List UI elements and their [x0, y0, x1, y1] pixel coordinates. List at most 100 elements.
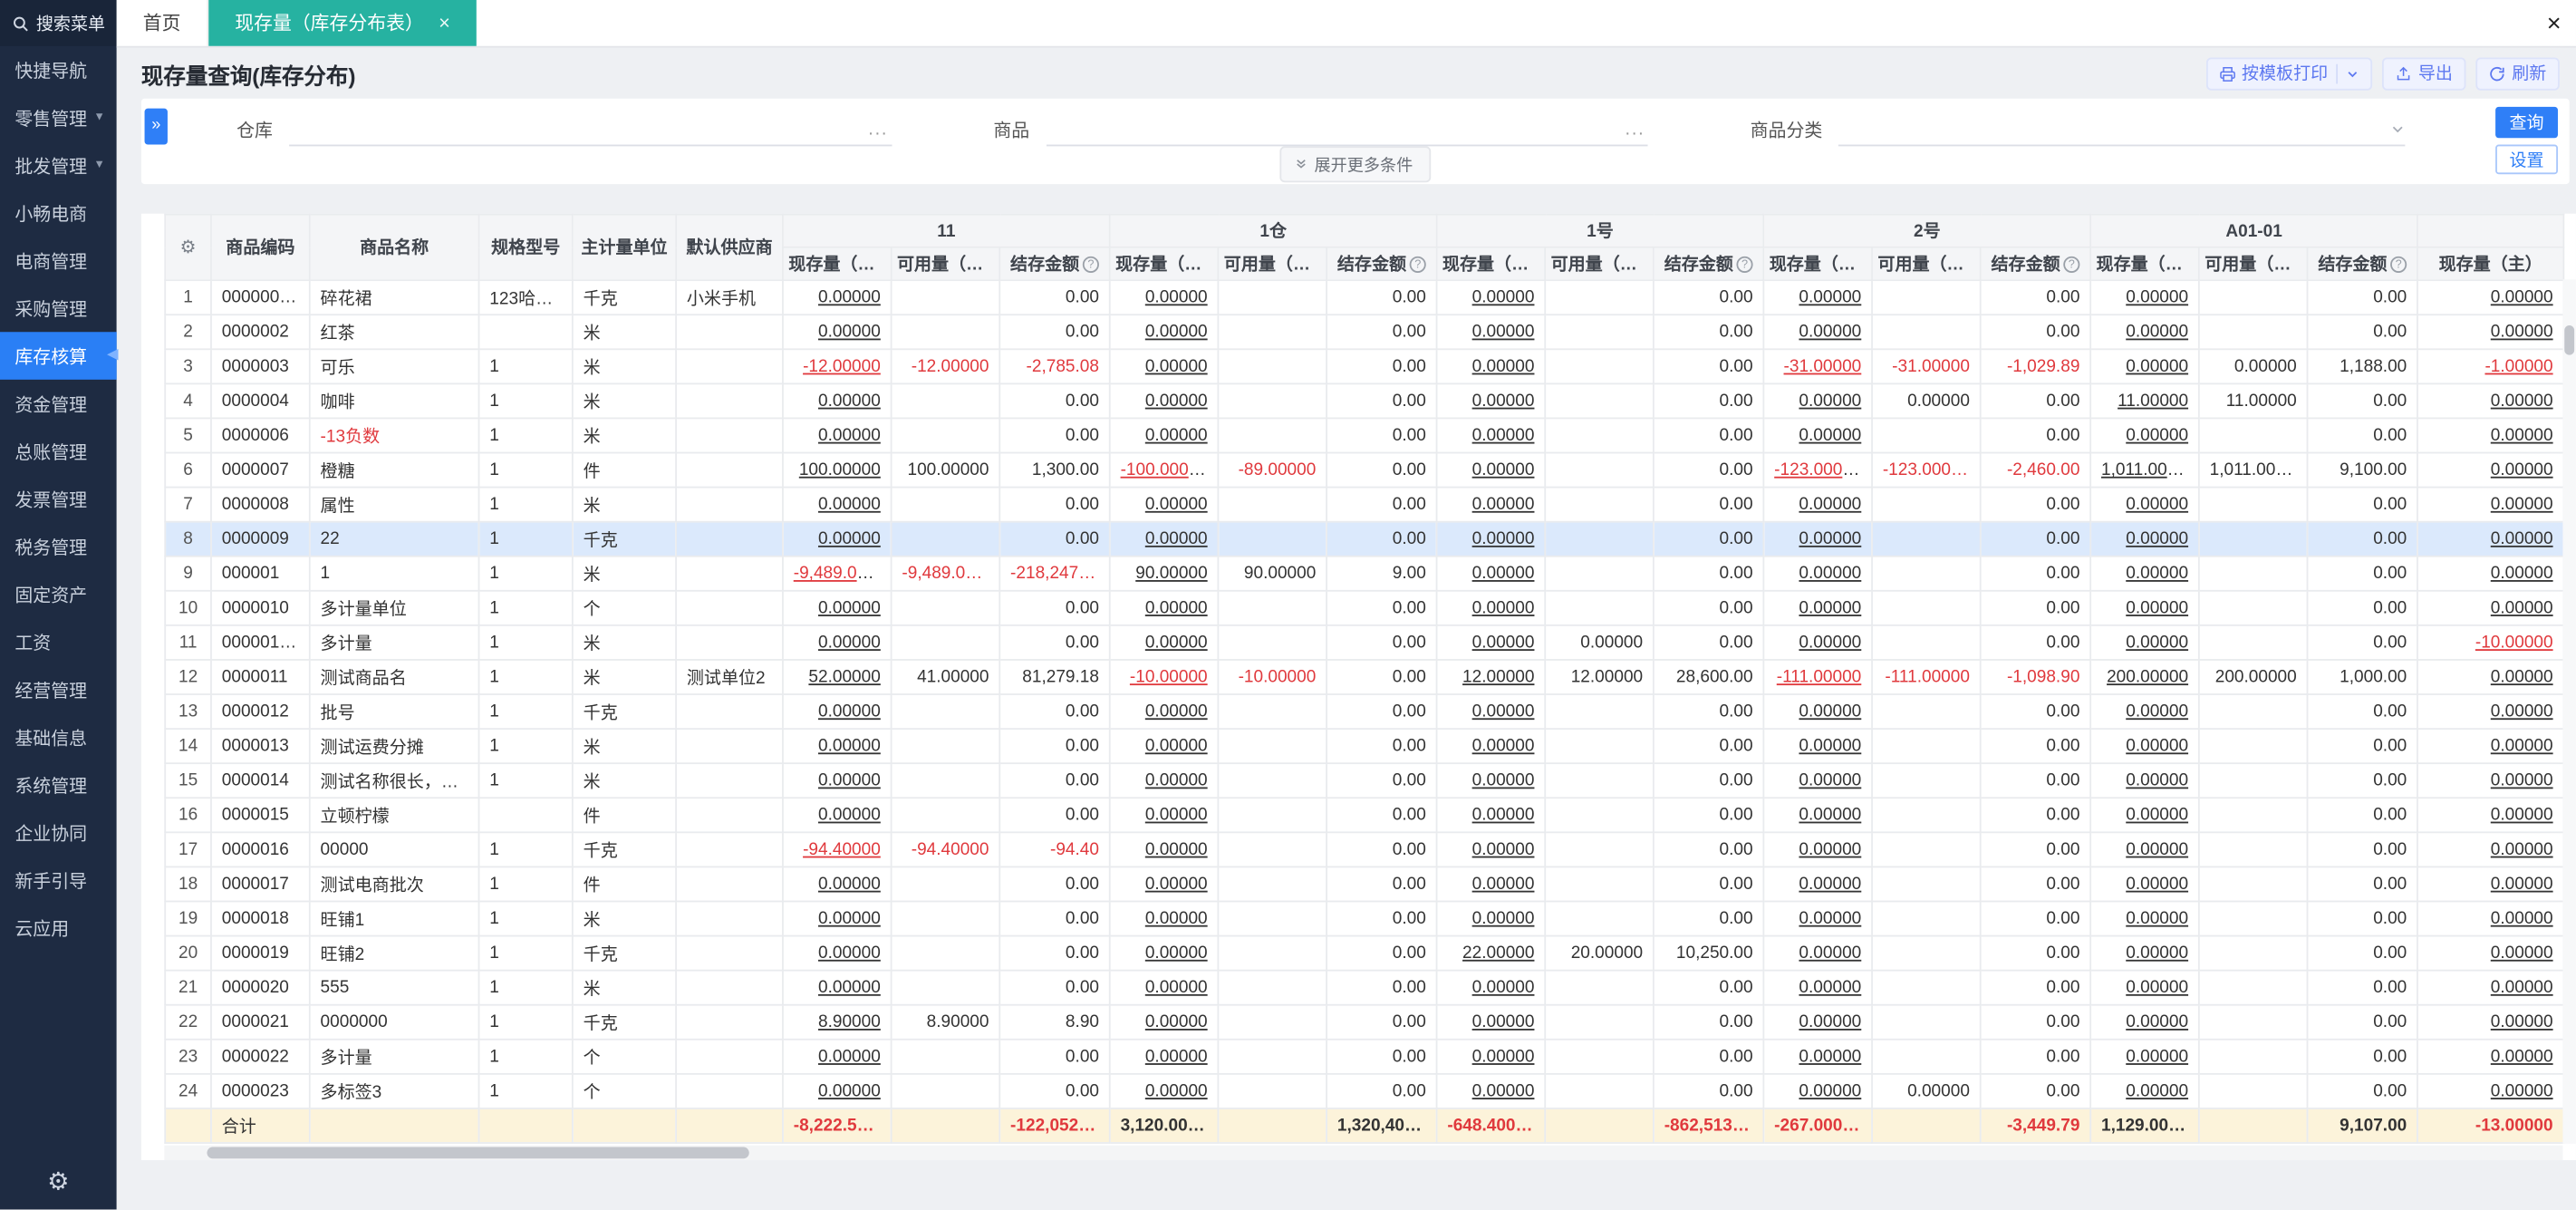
stock-qty-link[interactable]: 0.00000 [1144, 839, 1208, 860]
stock-qty-link[interactable]: 11.00000 [2118, 391, 2189, 411]
stock-qty-link[interactable]: 0.00000 [817, 1081, 881, 1101]
stock-qty-link[interactable]: 0.00000 [1471, 597, 1535, 618]
sidebar-item[interactable]: 系统管理 [0, 760, 117, 808]
table-row[interactable]: 24 0000023 多标签3 1 个 0.00000 0.00 0.00000 0.00 0.0… [164, 1072, 2565, 1109]
stock-qty-link[interactable]: 0.00000 [2126, 1046, 2189, 1067]
stock-qty-link[interactable]: 0.00000 [817, 425, 881, 446]
column-header[interactable]: 结存金额? [1653, 246, 1765, 282]
stock-qty-link[interactable]: 0.00000 [1471, 908, 1535, 929]
stock-qty-link[interactable]: 0.00000 [1471, 1012, 1535, 1032]
stock-qty-link[interactable]: 0.00000 [2126, 287, 2189, 308]
stock-qty-link[interactable]: 0.00000 [2490, 1081, 2553, 1101]
stock-qty-link[interactable]: 0.00000 [1471, 1046, 1535, 1067]
stock-qty-link[interactable]: 0.00000 [1471, 839, 1535, 860]
column-header[interactable]: 现存量（主） [1762, 246, 1873, 282]
table-row[interactable]: 7 0000008 属性 1 米 0.00000 0.00 0.00000 0.00 0.0000… [164, 486, 2565, 523]
stock-qty-link[interactable]: 0.00000 [1144, 1081, 1208, 1101]
column-header[interactable]: 可用量（主） [1544, 246, 1655, 282]
table-row[interactable]: 4 0000004 咖啡 1 米 0.00000 0.00 0.00000 0.00 0.0000… [164, 382, 2565, 420]
print-template-button[interactable]: 按模板打印 [2205, 56, 2373, 90]
table-row[interactable]: 22 0000021 0000000 1 千克 8.90000 8.90000 8.90 0.0… [164, 1003, 2565, 1041]
column-header-code[interactable]: 商品编码 [210, 213, 311, 282]
stock-qty-link[interactable]: 0.00000 [1471, 528, 1535, 549]
stock-qty-link[interactable]: 0.00000 [1471, 977, 1535, 998]
stock-qty-link[interactable]: 0.00000 [2490, 528, 2553, 549]
table-row[interactable]: 13 0000012 批号 1 千克 0.00000 0.00 0.00000 0.00 0.00… [164, 693, 2565, 731]
stock-qty-link[interactable]: 0.00000 [817, 287, 881, 308]
column-header[interactable]: 可用量（主） [2197, 246, 2309, 282]
column-header[interactable]: 可用量（主） [890, 246, 1001, 282]
stock-qty-link[interactable]: 0.00000 [1799, 702, 1862, 721]
table-row[interactable]: 16 0000015 立顿柠檬 件 0.00000 0.00 0.00000 0.00 0.00… [164, 797, 2565, 834]
stock-qty-link[interactable]: 0.00000 [1471, 702, 1535, 721]
table-row[interactable]: 23 0000022 多计量 1 个 0.00000 0.00 0.00000 0.00 0.00… [164, 1038, 2565, 1075]
column-header-unit[interactable]: 主计量单位 [571, 213, 677, 282]
table-row[interactable]: 18 0000017 测试电商批次 1 件 0.00000 0.00 0.00000 0.00 0… [164, 866, 2565, 903]
info-icon[interactable]: ? [2063, 256, 2080, 273]
table-row[interactable]: 14 0000013 测试运费分摊 1 米 0.00000 0.00 0.00000 0.00 0… [164, 728, 2565, 765]
stock-qty-link[interactable]: 0.00000 [1471, 770, 1535, 791]
column-header[interactable]: 结存金额? [1326, 246, 1438, 282]
stock-qty-link[interactable]: 0.00000 [1144, 736, 1208, 757]
info-icon[interactable]: ? [1736, 256, 1753, 273]
stock-qty-link[interactable]: 0.00000 [1799, 874, 1862, 895]
stock-qty-link[interactable]: 0.00000 [2490, 494, 2553, 515]
chevron-down-icon[interactable] [2346, 66, 2359, 80]
stock-qty-link[interactable]: 0.00000 [1144, 943, 1208, 963]
stock-qty-link[interactable]: 0.00000 [2490, 597, 2553, 618]
sidebar-item[interactable]: 经营管理 [0, 665, 117, 713]
column-header[interactable]: 现存量（主） [782, 246, 892, 282]
table-row[interactable]: 6 0000007 橙糖 1 件 100.00000 100.00000 1,300.00 -1… [164, 451, 2565, 489]
stock-qty-link[interactable]: 0.00000 [1471, 874, 1535, 895]
export-button[interactable]: 导出 [2381, 56, 2466, 90]
horizontal-scrollbar-thumb[interactable] [207, 1147, 749, 1159]
stock-qty-link[interactable]: 0.00000 [817, 391, 881, 411]
column-header[interactable]: 现存量（主） [2417, 246, 2565, 282]
query-button[interactable]: 查询 [2495, 106, 2558, 139]
stock-qty-link[interactable]: 0.00000 [1471, 805, 1535, 826]
stock-qty-link[interactable]: 0.00000 [817, 908, 881, 929]
column-header[interactable]: 结存金额? [999, 246, 1111, 282]
stock-qty-link[interactable]: 0.00000 [817, 494, 881, 515]
collapse-filter-button[interactable]: » [144, 108, 168, 145]
sidebar-item[interactable]: 总账管理 [0, 427, 117, 475]
stock-qty-link[interactable]: 0.00000 [1471, 322, 1535, 343]
stock-qty-link[interactable]: 0.00000 [817, 322, 881, 343]
column-header-name[interactable]: 商品名称 [308, 213, 480, 282]
stock-qty-link[interactable]: 0.00000 [1471, 356, 1535, 377]
column-header[interactable]: 可用量（主） [1217, 246, 1328, 282]
vertical-scrollbar-thumb[interactable] [2564, 324, 2575, 355]
sidebar-item[interactable]: 工资 [0, 618, 117, 666]
stock-qty-link[interactable]: 0.00000 [817, 805, 881, 826]
stock-qty-link[interactable]: 0.00000 [1799, 597, 1862, 618]
stock-qty-link[interactable]: 0.00000 [1144, 287, 1208, 308]
table-row[interactable]: 10 0000010 多计量单位 1 个 0.00000 0.00 0.00000 0.00 0.… [164, 589, 2565, 626]
stock-qty-link[interactable]: 0.00000 [1471, 425, 1535, 446]
stock-qty-link[interactable]: 1,011.00000 [2100, 460, 2196, 480]
column-header-spec[interactable]: 规格型号 [478, 213, 574, 282]
column-header[interactable]: 现存量（主） [2089, 246, 2200, 282]
stock-qty-link[interactable]: 0.00000 [1144, 908, 1208, 929]
sidebar-item[interactable]: 小畅电商 [0, 189, 117, 237]
stock-qty-link[interactable]: 0.00000 [2490, 770, 2553, 791]
stock-qty-link[interactable]: -94.40000 [803, 839, 881, 860]
stock-qty-link[interactable]: 0.00000 [1799, 287, 1862, 308]
stock-qty-link[interactable]: 0.00000 [2490, 839, 2553, 860]
goods-input[interactable] [1046, 119, 1622, 140]
vertical-scrollbar[interactable] [2562, 279, 2576, 1144]
warehouse-picker-ellipsis[interactable]: ... [868, 119, 889, 140]
table-row[interactable]: 9 000001 1 1 米 -9,489.00000 -9,489.000... -218,… [164, 555, 2565, 592]
stock-qty-link[interactable]: 0.00000 [2490, 1046, 2553, 1067]
stock-qty-link[interactable]: 0.00000 [1799, 1012, 1862, 1032]
sidebar-item[interactable]: 批发管理 ▼ [0, 141, 117, 189]
table-row[interactable]: 5 0000006 -13负数 1 米 0.00000 0.00 0.00000 0.00 0.0… [164, 417, 2565, 454]
stock-qty-link[interactable]: 0.00000 [1799, 736, 1862, 757]
stock-qty-link[interactable]: -10.00000 [1129, 667, 1208, 687]
stock-qty-link[interactable]: 0.00000 [2126, 1081, 2189, 1101]
refresh-button[interactable]: 刷新 [2475, 56, 2560, 90]
stock-qty-link[interactable]: 0.00000 [2490, 460, 2553, 480]
stock-qty-link[interactable]: 0.00000 [1471, 494, 1535, 515]
column-settings-gear[interactable]: ⚙ [164, 213, 212, 282]
stock-qty-link[interactable]: 0.00000 [1144, 977, 1208, 998]
stock-qty-link[interactable]: 0.00000 [1471, 287, 1535, 308]
